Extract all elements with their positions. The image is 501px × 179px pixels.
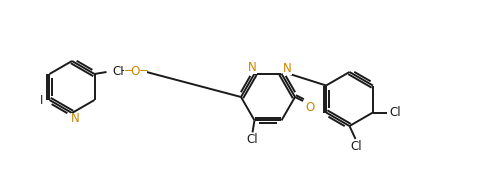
Text: ─O─: ─O─ [124,64,147,78]
Text: N: N [248,61,257,74]
Text: I: I [40,93,43,107]
Text: Cl: Cl [246,133,259,146]
Text: O: O [306,100,315,113]
Text: CH: CH [113,64,130,78]
Text: N: N [71,112,79,125]
Text: N: N [283,62,292,75]
Text: Cl: Cl [351,141,362,154]
Text: Cl: Cl [389,106,401,119]
Text: 2: 2 [126,69,131,79]
